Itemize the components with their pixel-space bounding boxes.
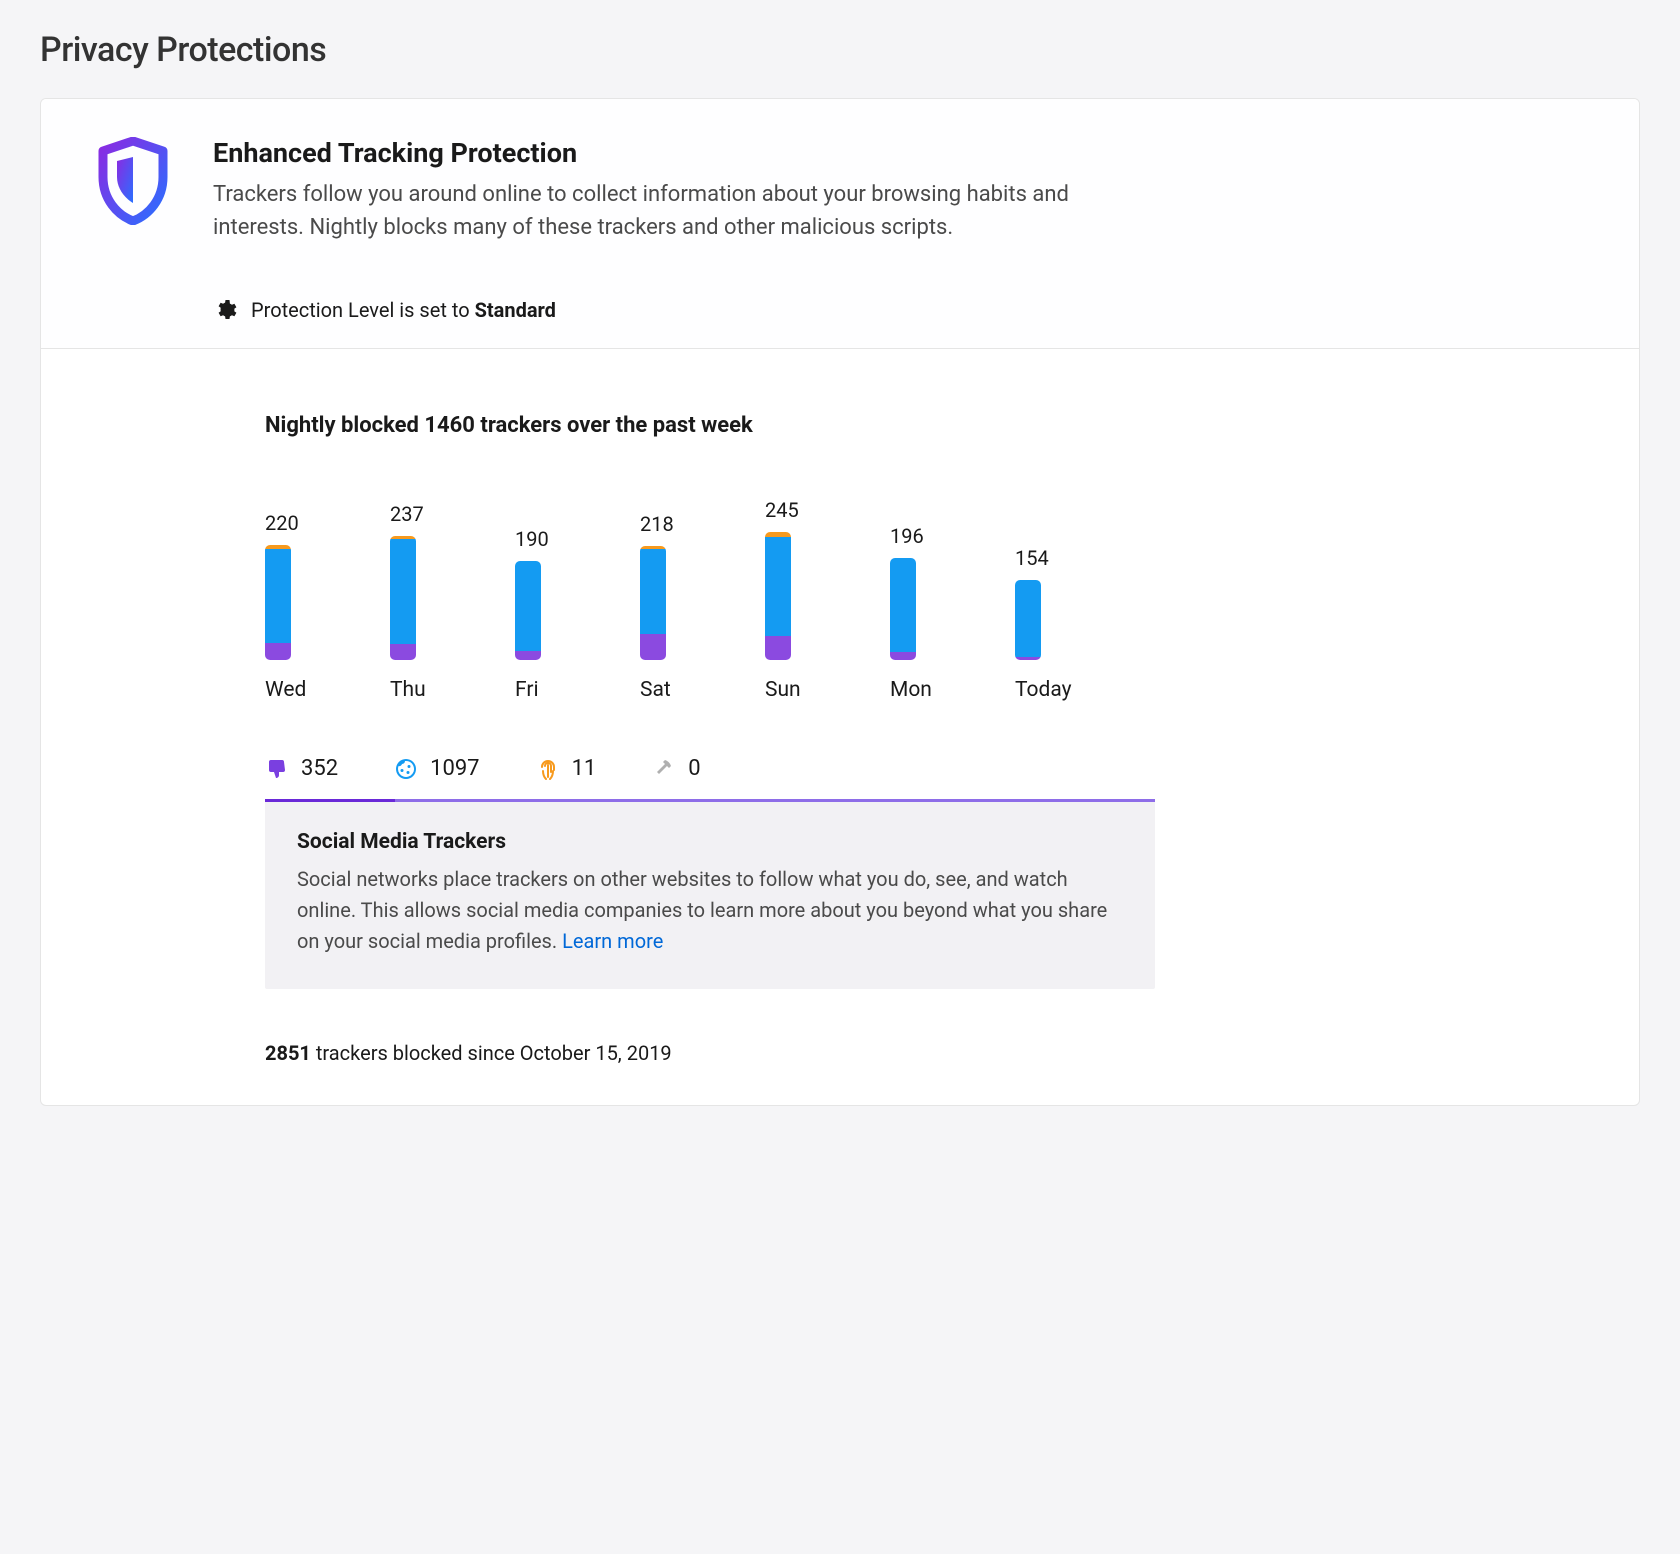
tracker-info-panel: Social Media Trackers Social networks pl… <box>265 802 1155 989</box>
tab-fingerprint[interactable]: 11 <box>536 756 597 781</box>
protections-card: Enhanced Tracking Protection Trackers fo… <box>40 98 1640 1106</box>
weekly-summary: Nightly blocked 1460 trackers over the p… <box>265 413 1585 438</box>
tab-count: 352 <box>301 756 338 781</box>
bar-label: Thu <box>390 678 426 702</box>
fingerprint-icon <box>536 757 560 781</box>
tab-cookies[interactable]: 1097 <box>394 756 479 781</box>
bar-value: 196 <box>890 524 924 548</box>
total-blocked-since: 2851 trackers blocked since October 15, … <box>265 1041 1585 1065</box>
chart-bar[interactable]: 218 Sat <box>640 512 710 702</box>
bar-label: Wed <box>265 678 306 702</box>
bar-value: 245 <box>765 498 799 522</box>
shield-icon <box>95 137 171 322</box>
bar-label: Sat <box>640 678 671 702</box>
chart-bar[interactable]: 154 Today <box>1015 546 1085 702</box>
bar-value: 237 <box>390 502 424 526</box>
bar-label: Mon <box>890 678 932 702</box>
bar-label: Today <box>1015 678 1072 702</box>
thumb-down-icon <box>265 757 289 781</box>
bar-value: 218 <box>640 512 674 536</box>
tab-count: 11 <box>572 756 597 781</box>
protection-level-row[interactable]: Protection Level is set to Standard <box>213 298 1585 322</box>
chart-bar[interactable]: 237 Thu <box>390 502 460 702</box>
tab-underline <box>265 799 1155 802</box>
pickaxe-icon <box>652 757 676 781</box>
chart-bar[interactable]: 190 Fri <box>515 527 585 702</box>
tab-cryptominers[interactable]: 0 <box>652 756 700 781</box>
chart-bar[interactable]: 245 Sun <box>765 498 835 702</box>
tab-count: 0 <box>688 756 700 781</box>
bar-label: Sun <box>765 678 801 702</box>
bar-value: 220 <box>265 511 299 535</box>
tab-social[interactable]: 352 <box>265 756 338 781</box>
chart-bar[interactable]: 220 Wed <box>265 511 335 702</box>
learn-more-link[interactable]: Learn more <box>562 929 663 953</box>
tracker-type-tabs: 352 1097 11 0 <box>265 756 1585 799</box>
panel-title: Social Media Trackers <box>297 830 1123 854</box>
page-title: Privacy Protections <box>40 30 1640 70</box>
etp-title: Enhanced Tracking Protection <box>213 137 1585 169</box>
etp-header: Enhanced Tracking Protection Trackers fo… <box>41 99 1639 349</box>
chart-bar[interactable]: 196 Mon <box>890 524 960 702</box>
cookie-icon <box>394 757 418 781</box>
bar-label: Fri <box>515 678 539 702</box>
bar-value: 154 <box>1015 546 1049 570</box>
protection-level-text: Protection Level is set to Standard <box>251 298 556 322</box>
gear-icon <box>213 298 237 322</box>
etp-description: Trackers follow you around online to col… <box>213 179 1093 244</box>
bar-value: 190 <box>515 527 549 551</box>
tab-count: 1097 <box>430 756 479 781</box>
panel-description: Social networks place trackers on other … <box>297 864 1123 957</box>
weekly-chart: 220 Wed 237 Thu 190 Fri 218 Sat 245 Sun 196 Mon 154 T… <box>265 498 1085 702</box>
